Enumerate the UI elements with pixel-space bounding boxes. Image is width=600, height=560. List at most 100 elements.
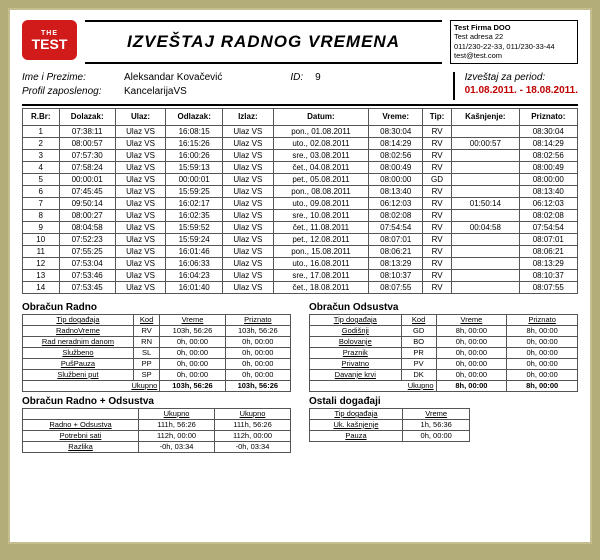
table-cell: 00:00:01 bbox=[166, 173, 223, 185]
table-cell: 08:13:29 bbox=[519, 257, 577, 269]
small-cell: PušPauza bbox=[23, 358, 134, 369]
table-cell: 08:07:55 bbox=[519, 281, 577, 293]
small-col: Kod bbox=[133, 314, 159, 325]
small-cell: 0h, 00:00 bbox=[225, 369, 290, 380]
table-row: 500:00:01Ulaz VS00:00:01Ulaz VSpet., 05.… bbox=[23, 173, 578, 185]
table-cell: Ulaz VS bbox=[223, 185, 273, 197]
small-cell: 0h, 00:00 bbox=[225, 336, 290, 347]
table-cell: 08:00:57 bbox=[59, 137, 115, 149]
ostali-table: Tip događajaVremeUk. kašnjenje1h, 56:36P… bbox=[309, 408, 470, 442]
table-cell: 16:02:17 bbox=[166, 197, 223, 209]
table-cell: uto., 09.08.2011 bbox=[273, 197, 369, 209]
table-cell: 16:15:26 bbox=[166, 137, 223, 149]
id-label: ID: bbox=[290, 72, 303, 83]
small-cell: 0h, 00:00 bbox=[436, 358, 507, 369]
table-row: 107:38:11Ulaz VS16:08:15Ulaz VSpon., 01.… bbox=[23, 125, 578, 137]
small-cell: 0h, 00:00 bbox=[436, 369, 507, 380]
small-row: PrivatnoPV0h, 00:000h, 00:00 bbox=[310, 358, 578, 369]
table-cell: 2 bbox=[23, 137, 60, 149]
table-cell: 08:00:49 bbox=[519, 161, 577, 173]
table-cell: Ulaz VS bbox=[223, 269, 273, 281]
table-row: 1107:55:25Ulaz VS16:01:46Ulaz VSpon., 15… bbox=[23, 245, 578, 257]
table-cell: 12 bbox=[23, 257, 60, 269]
table-cell bbox=[452, 281, 520, 293]
main-col: Vreme: bbox=[369, 108, 423, 125]
small-col: Ukupno bbox=[215, 408, 291, 419]
logo: THE TEST bbox=[22, 20, 77, 60]
table-cell: pet., 12.08.2011 bbox=[273, 233, 369, 245]
table-cell: 08:10:37 bbox=[519, 269, 577, 281]
table-row: 1307:53:46Ulaz VS16:04:23Ulaz VSsre., 17… bbox=[23, 269, 578, 281]
table-row: 808:00:27Ulaz VS16:02:35Ulaz VSsre., 10.… bbox=[23, 209, 578, 221]
obracun-odsustva-title: Obračun Odsustva bbox=[309, 302, 578, 313]
table-row: 709:50:14Ulaz VS16:02:17Ulaz VSuto., 09.… bbox=[23, 197, 578, 209]
table-cell: 08:13:40 bbox=[369, 185, 423, 197]
table-cell: Ulaz VS bbox=[223, 161, 273, 173]
table-cell: 14 bbox=[23, 281, 60, 293]
main-col: Izlaz: bbox=[223, 108, 273, 125]
small-cell: 8h, 00:00 bbox=[507, 380, 578, 391]
main-col: Ulaz: bbox=[115, 108, 165, 125]
id-value: 9 bbox=[315, 72, 321, 83]
small-cell: 8h, 00:00 bbox=[436, 325, 507, 336]
table-cell: 08:07:01 bbox=[519, 233, 577, 245]
table-cell: 16:06:33 bbox=[166, 257, 223, 269]
small-row: Potrebni sati112h, 00:00112h, 00:00 bbox=[23, 430, 291, 441]
table-cell: Ulaz VS bbox=[115, 233, 165, 245]
table-cell: RV bbox=[423, 245, 452, 257]
table-cell: 07:52:23 bbox=[59, 233, 115, 245]
table-cell: 3 bbox=[23, 149, 60, 161]
small-col: Tip događaja bbox=[310, 314, 402, 325]
table-cell: 16:02:35 bbox=[166, 209, 223, 221]
table-cell: pon., 15.08.2011 bbox=[273, 245, 369, 257]
table-cell: 8 bbox=[23, 209, 60, 221]
table-row: 407:58:24Ulaz VS15:59:13Ulaz VSčet., 04.… bbox=[23, 161, 578, 173]
table-cell: Ulaz VS bbox=[115, 245, 165, 257]
small-total-row: Ukupno8h, 00:008h, 00:00 bbox=[310, 380, 578, 391]
small-cell: SL bbox=[133, 347, 159, 358]
table-cell: 16:01:40 bbox=[166, 281, 223, 293]
obracun-ro-table: UkupnoUkupnoRadno + Odsustva111h, 56:261… bbox=[22, 408, 291, 453]
title-box: IZVEŠTAJ RADNOG VREMENA bbox=[85, 20, 442, 64]
table-cell: GD bbox=[423, 173, 452, 185]
table-cell bbox=[452, 245, 520, 257]
table-cell: Ulaz VS bbox=[223, 173, 273, 185]
info-right: Izveštaj za period: 01.08.2011. - 18.08.… bbox=[453, 72, 578, 100]
company-box: Test Firma DOO Test adresa 22 011/230-22… bbox=[450, 20, 578, 64]
small-row: GodišnjiGD8h, 00:008h, 00:00 bbox=[310, 325, 578, 336]
header-row: THE TEST IZVEŠTAJ RADNOG VREMENA Test Fi… bbox=[22, 20, 578, 64]
table-cell: čet., 04.08.2011 bbox=[273, 161, 369, 173]
small-cell: BO bbox=[401, 336, 436, 347]
small-cell: 0h, 00:00 bbox=[436, 336, 507, 347]
small-total-row: Ukupno103h, 56:26103h, 56:26 bbox=[23, 380, 291, 391]
table-cell: sre., 10.08.2011 bbox=[273, 209, 369, 221]
table-cell: 08:00:27 bbox=[59, 209, 115, 221]
small-cell: 8h, 00:00 bbox=[436, 380, 507, 391]
table-cell: 11 bbox=[23, 245, 60, 257]
divider bbox=[22, 104, 578, 106]
table-cell: čet., 18.08.2011 bbox=[273, 281, 369, 293]
table-cell: 07:53:45 bbox=[59, 281, 115, 293]
main-col: Datum: bbox=[273, 108, 369, 125]
small-cell: 103h, 56:26 bbox=[225, 380, 290, 391]
table-row: 208:00:57Ulaz VS16:15:26Ulaz VSuto., 02.… bbox=[23, 137, 578, 149]
table-cell: 16:08:15 bbox=[166, 125, 223, 137]
small-row: RadnoVremeRV103h, 56:26103h, 56:26 bbox=[23, 325, 291, 336]
small-cell: 0h, 00:00 bbox=[160, 336, 225, 347]
small-cell: Davanje krvi bbox=[310, 369, 402, 380]
table-cell: 16:01:46 bbox=[166, 245, 223, 257]
table-cell: 15:59:52 bbox=[166, 221, 223, 233]
small-cell: Ukupno bbox=[23, 380, 160, 391]
small-row: BolovanjeBO0h, 00:000h, 00:00 bbox=[310, 336, 578, 347]
small-cell: 103h, 56:26 bbox=[160, 325, 225, 336]
table-cell: Ulaz VS bbox=[115, 125, 165, 137]
info-row: Ime i Prezime: Aleksandar Kovačević ID: … bbox=[22, 72, 578, 100]
table-cell: 08:06:21 bbox=[519, 245, 577, 257]
table-cell: 5 bbox=[23, 173, 60, 185]
main-col: Tip: bbox=[423, 108, 452, 125]
table-cell: 08:13:29 bbox=[369, 257, 423, 269]
bottom-left: Obračun Radno Tip događajaKodVremePrizna… bbox=[22, 300, 291, 453]
small-row: Razlika-0h, 03:34-0h, 03:34 bbox=[23, 441, 291, 452]
small-col: Vreme bbox=[436, 314, 507, 325]
small-col: Tip događaja bbox=[310, 408, 403, 419]
